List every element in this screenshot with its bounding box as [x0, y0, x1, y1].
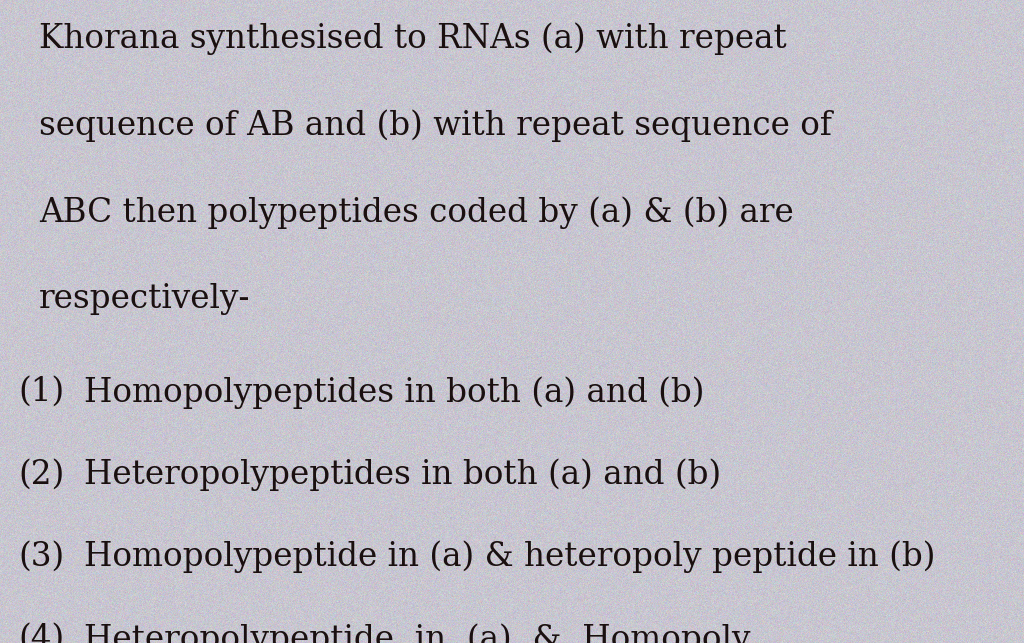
Text: sequence of AB and (b) with repeat sequence of: sequence of AB and (b) with repeat seque… — [39, 109, 831, 142]
Text: ABC then polypeptides coded by (a) & (b) are: ABC then polypeptides coded by (a) & (b)… — [39, 196, 794, 229]
Text: (1): (1) — [18, 376, 65, 408]
Text: respectively-: respectively- — [39, 283, 250, 315]
Text: Khorana synthesised to RNAs (a) with repeat: Khorana synthesised to RNAs (a) with rep… — [39, 23, 786, 55]
Text: Homopolypeptides in both (a) and (b): Homopolypeptides in both (a) and (b) — [84, 376, 705, 409]
Text: (3): (3) — [18, 541, 65, 573]
Text: (4): (4) — [18, 623, 65, 643]
Text: Heteropolypeptide  in  (a)  &  Homopoly: Heteropolypeptide in (a) & Homopoly — [84, 623, 751, 643]
Text: Homopolypeptide in (a) & heteropoly peptide in (b): Homopolypeptide in (a) & heteropoly pept… — [84, 541, 936, 574]
Text: (2): (2) — [18, 458, 65, 491]
Text: Heteropolypeptides in both (a) and (b): Heteropolypeptides in both (a) and (b) — [84, 458, 721, 491]
